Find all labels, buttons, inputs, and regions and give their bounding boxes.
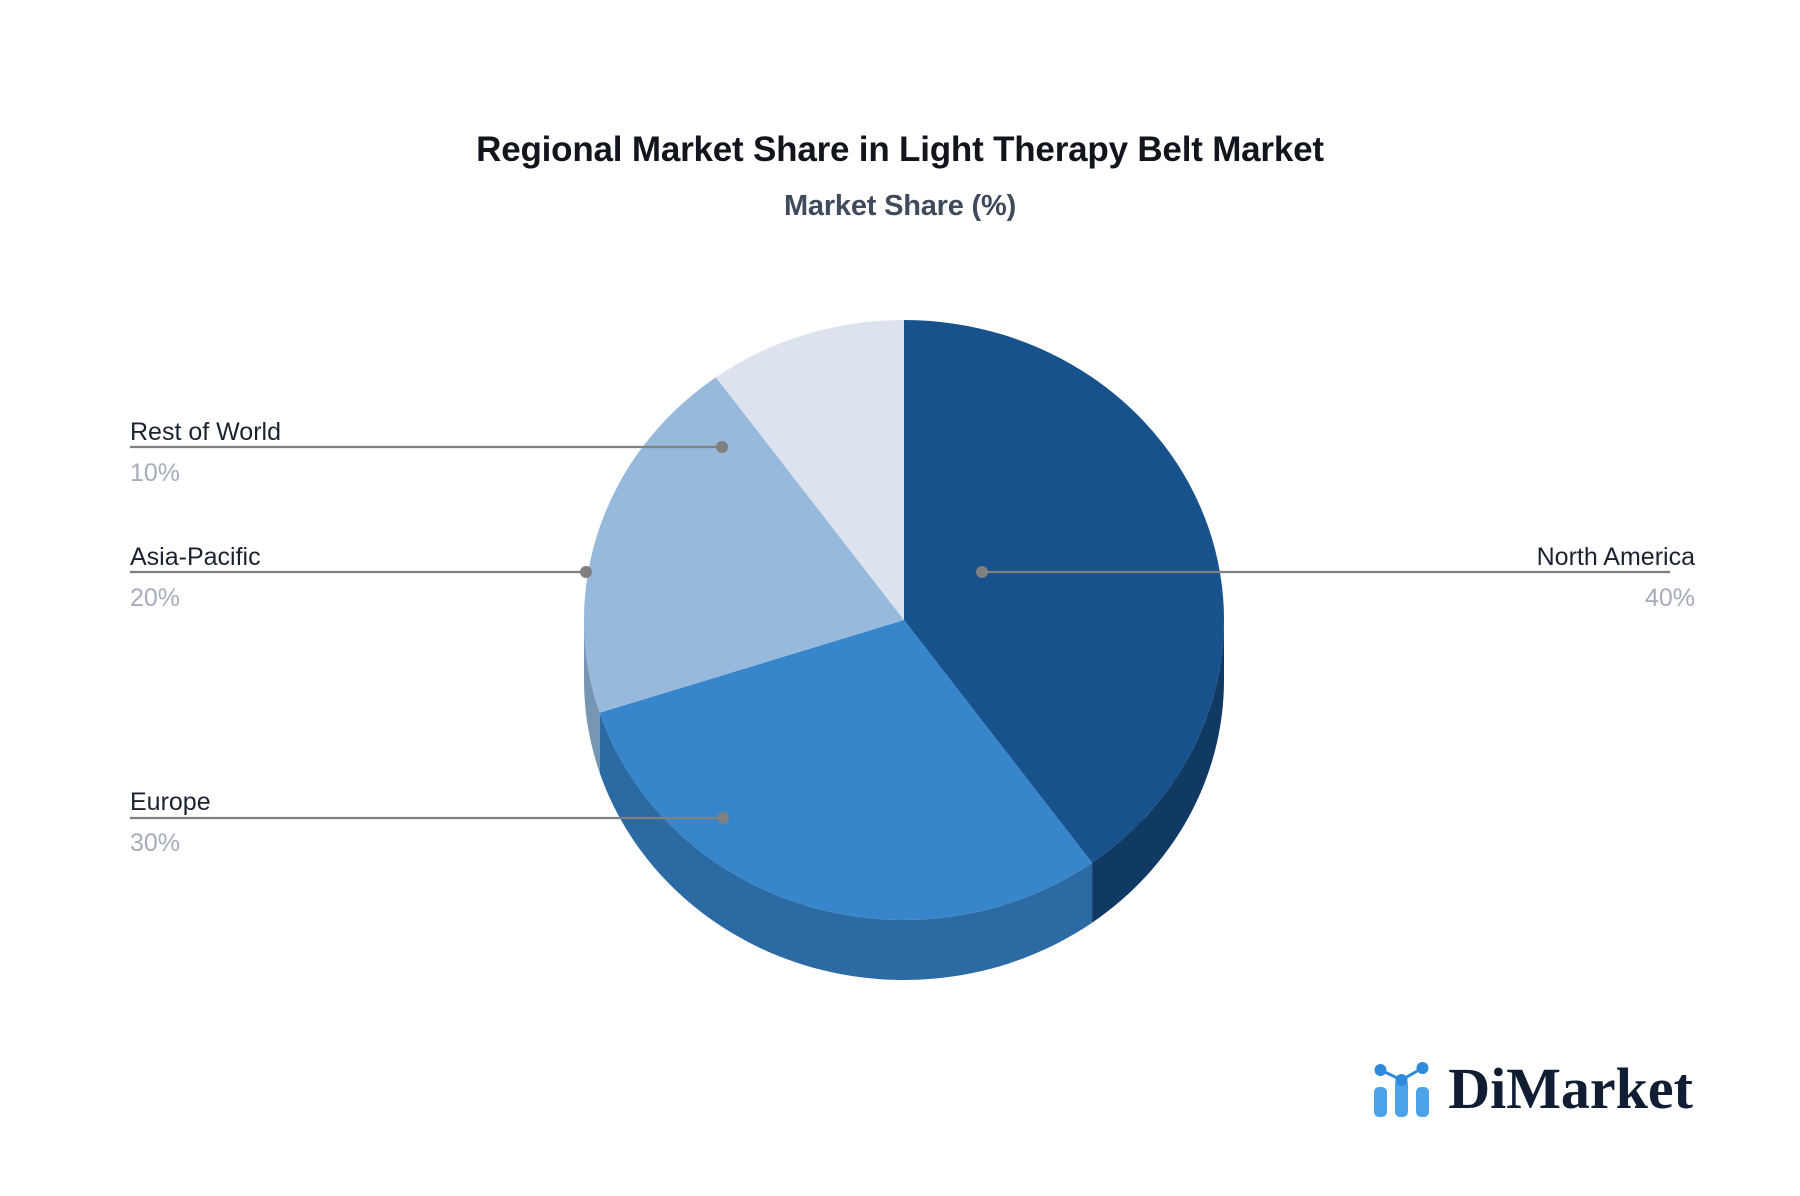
pie-side-north-america [1092, 620, 1224, 923]
pie-slice-rest-of-world [715, 320, 904, 620]
brand-logo: DiMarket [1372, 1060, 1693, 1118]
leader-dot-rest-of-world [716, 441, 728, 453]
callout-asia-pacific: Asia-Pacific 20% [130, 545, 261, 611]
bar-chart-logo-icon [1374, 1062, 1430, 1117]
leader-dot-north-america [976, 566, 988, 578]
leader-lines [130, 445, 1670, 820]
pie-side-asia-pacific [584, 620, 600, 773]
callout-europe: Europe 30% [130, 790, 211, 856]
callout-value-rest-of-world: 10% [130, 459, 181, 487]
callout-label-north-america: North America [1536, 543, 1695, 571]
pie-top-face [583, 320, 1225, 921]
callout-value-asia-pacific: 20% [130, 584, 181, 612]
pie-3d-side-walls [584, 620, 1224, 981]
callout-north-america: North America 40% [1537, 545, 1695, 611]
pie-slice-europe [599, 620, 1093, 921]
pie-slice-north-america [904, 320, 1225, 863]
page-title: Regional Market Share in Light Therapy B… [476, 130, 1324, 169]
leader-dot-asia-pacific [580, 566, 592, 578]
callout-label-rest-of-world: Rest of World [130, 418, 281, 446]
pie-side-europe [599, 712, 1093, 981]
pie-slice-asia-pacific [583, 377, 904, 713]
callout-label-europe: Europe [130, 788, 211, 816]
brand-name: DiMarket [1448, 1056, 1693, 1121]
leader-dot-europe [717, 812, 729, 824]
callout-label-asia-pacific: Asia-Pacific [130, 543, 261, 571]
callout-value-north-america: 40% [1644, 584, 1695, 612]
callout-rest-of-world: Rest of World 10% [130, 420, 281, 486]
leader-line-dots [580, 441, 988, 824]
chart-subtitle: Market Share (%) [783, 190, 1017, 222]
callout-value-europe: 30% [130, 829, 181, 857]
